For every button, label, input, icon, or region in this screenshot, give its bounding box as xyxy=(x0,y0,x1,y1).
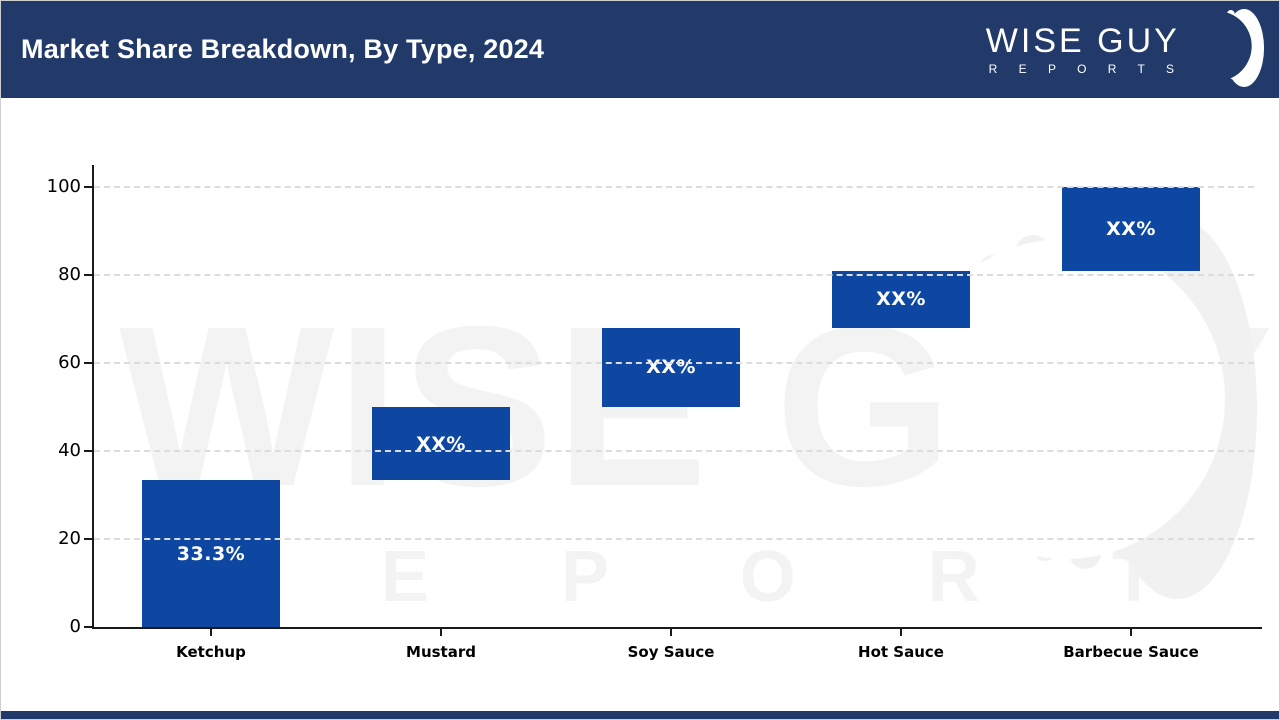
x-category-label: Barbecue Sauce xyxy=(1063,643,1199,661)
gridline-y80 xyxy=(94,274,1254,276)
x-category-label: Mustard xyxy=(406,643,476,661)
y-tick xyxy=(84,274,92,276)
x-tick xyxy=(670,629,672,636)
x-tick xyxy=(210,629,212,636)
x-category-label: Soy Sauce xyxy=(627,643,715,661)
logo-line2: R E P O R T S xyxy=(988,61,1183,76)
bar-ketchup: 33.3% xyxy=(142,480,280,627)
x-category-label: Ketchup xyxy=(176,643,246,661)
gridline-y20 xyxy=(94,538,1254,540)
x-category-label: Hot Sauce xyxy=(858,643,944,661)
wise-guy-reports-logo: WISE GUY R E P O R T S xyxy=(983,7,1265,93)
y-tick-label: 60 xyxy=(58,352,81,373)
bar-value-label: XX% xyxy=(876,288,926,311)
bar-barbecue-sauce: XX% xyxy=(1062,187,1200,271)
bar-value-label: XX% xyxy=(416,432,466,455)
y-tick xyxy=(84,538,92,540)
x-tick xyxy=(1130,629,1132,636)
logo-text: WISE GUY R E P O R T S xyxy=(983,24,1183,76)
y-tick-label: 80 xyxy=(58,264,81,285)
x-tick xyxy=(440,629,442,636)
dotted-head-icon xyxy=(1181,7,1265,93)
bar-value-label: 33.3% xyxy=(176,542,246,565)
y-tick xyxy=(84,450,92,452)
logo-line1: WISE GUY xyxy=(985,21,1180,60)
x-axis-spine xyxy=(92,627,1262,629)
bar-soy-sauce: XX% xyxy=(602,327,740,407)
y-tick-label: 40 xyxy=(58,440,81,461)
gridline-y40 xyxy=(94,450,1254,452)
y-tick xyxy=(84,626,92,628)
y-tick xyxy=(84,186,92,188)
page-title: Market Share Breakdown, By Type, 2024 xyxy=(21,34,545,64)
bar-mustard: XX% xyxy=(372,407,510,481)
y-tick xyxy=(84,362,92,364)
bar-hot-sauce: XX% xyxy=(832,270,970,328)
waterfall-chart: 33.3% XX% XX% XX% XX% 0 20 40 60 80 100 Ketchup Must… xyxy=(1,98,1279,713)
y-axis-spine xyxy=(92,165,94,629)
gridline-y100 xyxy=(94,186,1254,188)
watermark-head-icon xyxy=(905,209,1263,613)
bar-value-label: XX% xyxy=(646,356,696,379)
y-tick-label: 20 xyxy=(58,528,81,549)
gridline-y60 xyxy=(94,362,1254,364)
y-tick-label: 0 xyxy=(69,616,81,637)
header-banner: Market Share Breakdown, By Type, 2024 WI… xyxy=(1,1,1279,98)
x-tick xyxy=(900,629,902,636)
y-tick-label: 100 xyxy=(46,176,81,197)
bar-value-label: XX% xyxy=(1106,217,1156,240)
footer-strip xyxy=(1,711,1279,719)
